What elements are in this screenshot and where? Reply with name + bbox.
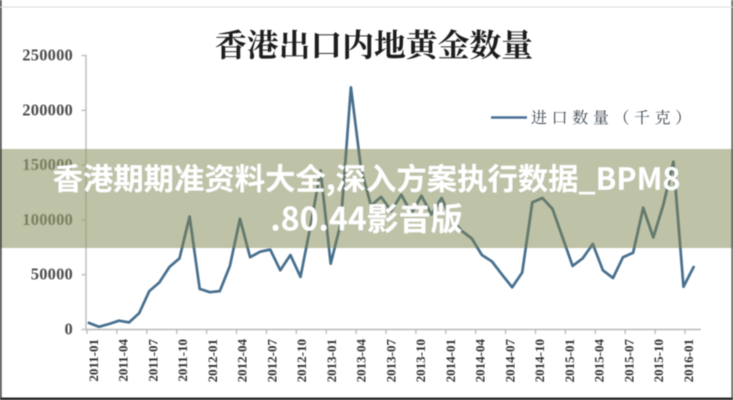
- svg-text:2011-01: 2011-01: [86, 339, 101, 382]
- svg-text:0: 0: [65, 320, 73, 339]
- svg-text:2013-07: 2013-07: [383, 339, 398, 383]
- svg-text:2014-04: 2014-04: [473, 339, 488, 383]
- svg-text:2013-04: 2013-04: [354, 339, 369, 383]
- svg-text:2014-10: 2014-10: [532, 339, 547, 382]
- svg-text:2012-01: 2012-01: [205, 339, 220, 382]
- svg-text:2011-07: 2011-07: [145, 339, 160, 382]
- svg-text:2011-10: 2011-10: [175, 339, 190, 382]
- svg-text:200000: 200000: [22, 100, 73, 119]
- svg-text:2011-04: 2011-04: [115, 339, 130, 382]
- svg-text:2014-07: 2014-07: [502, 339, 517, 383]
- svg-text:2012-04: 2012-04: [234, 339, 249, 383]
- svg-text:250000: 250000: [22, 46, 73, 65]
- svg-text:2012-07: 2012-07: [264, 339, 279, 383]
- svg-text:2016-01: 2016-01: [681, 339, 696, 382]
- svg-text:2015-10: 2015-10: [651, 339, 666, 382]
- svg-text:2012-10: 2012-10: [294, 339, 309, 382]
- svg-text:2015-01: 2015-01: [562, 339, 577, 382]
- svg-text:2015-07: 2015-07: [621, 339, 636, 383]
- svg-text:2014-01: 2014-01: [443, 339, 458, 382]
- svg-text:2013-10: 2013-10: [413, 339, 428, 382]
- svg-text:2013-01: 2013-01: [324, 339, 339, 382]
- svg-text:50000: 50000: [31, 265, 73, 284]
- svg-text:2015-04: 2015-04: [592, 339, 607, 383]
